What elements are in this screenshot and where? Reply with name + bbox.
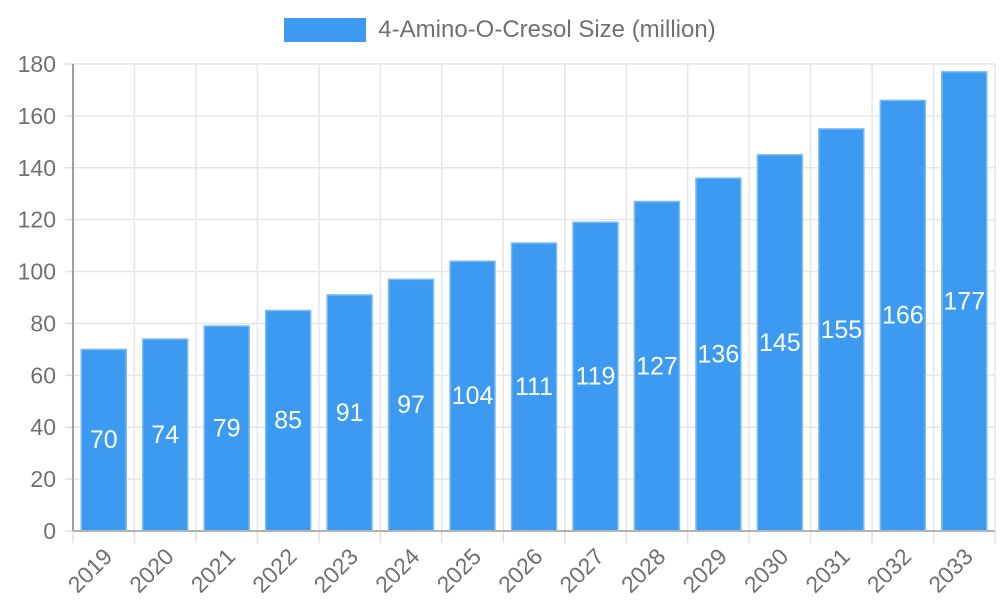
y-axis-tick-label: 0 [43,518,56,544]
bar-value-label: 111 [515,373,553,401]
bar-value-label: 127 [636,352,678,380]
x-axis-label: 2024 [370,543,425,598]
bar-value-label: 145 [759,329,801,357]
legend-swatch [284,18,367,42]
bar-value-label: 177 [943,287,985,315]
bar-2023[interactable] [326,294,373,532]
y-axis-tick-label: 20 [30,466,56,492]
bar-2020[interactable] [141,338,189,532]
x-axis-label: 2021 [186,543,241,598]
y-axis-tick-label: 40 [30,414,56,440]
bar-2030[interactable] [756,154,804,532]
bar-value-label: 79 [213,415,241,443]
x-axis-label: 2026 [493,543,548,598]
bar-2021[interactable] [203,325,250,532]
bar-value-label: 104 [452,382,494,410]
legend-label: 4-Amino-O-Cresol Size (million) [378,16,716,43]
y-axis-tick-label: 120 [18,207,56,233]
y-axis-tick-label: 80 [30,310,56,336]
y-axis-tick-label: 180 [18,51,56,77]
bar-2028[interactable] [633,200,681,532]
x-axis-label: 2020 [124,543,179,598]
y-axis-tick-label: 160 [18,103,56,129]
x-axis-label: 2032 [862,543,917,598]
y-axis-tick-label: 140 [18,155,56,181]
bar-2024[interactable] [387,278,435,532]
x-axis-label: 2019 [63,543,118,598]
chart-legend[interactable]: 4-Amino-O-Cresol Size (million) [0,16,1000,44]
bar-2022[interactable] [264,309,312,532]
bar-value-label: 136 [698,341,740,369]
y-axis-tick-label: 60 [30,362,56,388]
y-axis-tick-label: 100 [18,259,56,285]
x-axis-label: 2027 [554,543,609,598]
bar-value-label: 97 [397,391,425,419]
x-axis-label: 2025 [432,543,487,598]
bar-2031[interactable] [818,128,865,532]
x-axis-label: 2022 [247,543,302,598]
x-axis-label: 2023 [309,543,364,598]
bar-2025[interactable] [449,260,496,532]
bar-value-label: 74 [151,421,179,449]
x-axis-label: 2030 [739,543,794,598]
x-axis-label: 2031 [800,543,855,598]
bar-value-label: 70 [90,426,118,454]
x-axis-label: 2029 [677,543,732,598]
bar-value-label: 85 [274,407,302,435]
bar-2029[interactable] [695,177,742,532]
x-axis-label: 2033 [923,543,978,598]
bar-value-label: 166 [882,302,924,330]
bar-value-label: 155 [820,316,862,344]
bar-2032[interactable] [879,99,927,532]
x-axis-label: 2028 [616,543,671,598]
bar-value-label: 91 [336,399,364,427]
bar-2026[interactable] [510,242,558,532]
bar-2033[interactable] [941,71,988,532]
bar-value-label: 119 [576,363,616,391]
